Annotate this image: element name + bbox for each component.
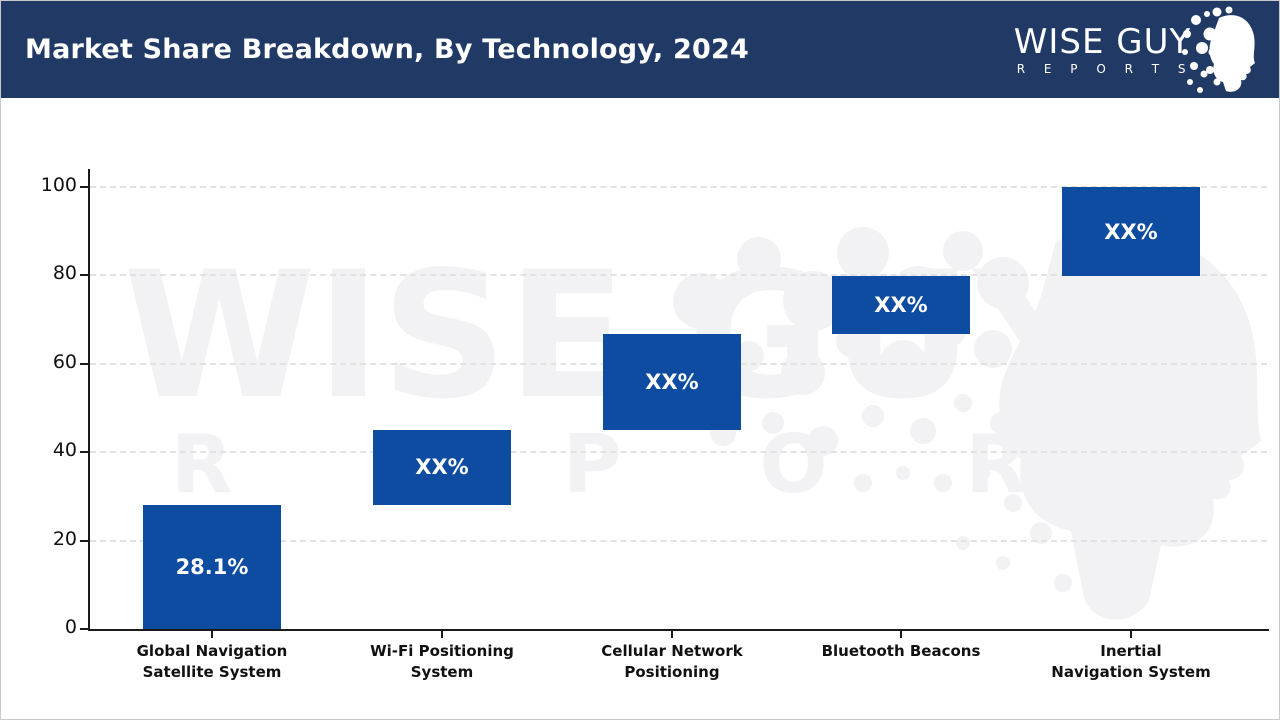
category-label-line: Satellite System: [142, 663, 282, 681]
category-label: Bluetooth Beacons: [781, 641, 1021, 662]
category-label: Inertial Navigation System: [1011, 641, 1251, 683]
brand-name: WISE GUY: [1013, 21, 1192, 62]
bar-5: XX%: [1062, 187, 1200, 277]
bar-value-label: XX%: [874, 293, 928, 318]
bar-1: 28.1%: [143, 504, 281, 629]
category-label-line: Wi-Fi Positioning: [370, 642, 514, 660]
header: Market Share Breakdown, By Technology, 2…: [1, 1, 1279, 98]
x-tick-mark: [441, 631, 443, 638]
face-profile-dots-icon: [1182, 6, 1255, 93]
y-tick-label: 40: [52, 439, 77, 462]
y-axis: [88, 169, 90, 631]
category-label: Global Navigation Satellite System: [92, 641, 332, 683]
y-tick-mark: [80, 274, 88, 277]
category-label-line: Global Navigation: [136, 642, 288, 660]
category-label-line: Cellular Network: [601, 642, 743, 660]
bar-2: XX%: [373, 430, 511, 505]
bar-4: XX%: [832, 276, 970, 335]
y-tick-label: 100: [40, 174, 77, 196]
y-tick-mark: [80, 186, 88, 188]
category-label: Wi-Fi Positioning System: [322, 641, 562, 683]
brand-logo: WISE GUY R E P O R T S: [1014, 6, 1257, 94]
y-tick-mark: [80, 628, 88, 630]
gridline: [90, 539, 1267, 542]
bar-value-label: XX%: [1104, 219, 1158, 244]
category-label-line: Bluetooth Beacons: [821, 642, 981, 660]
chart-title: Market Share Breakdown, By Technology, 2…: [25, 34, 750, 65]
x-tick-mark: [1130, 631, 1132, 638]
gridline: [90, 186, 1267, 188]
category-label-line: System: [410, 663, 474, 681]
y-tick-label: 60: [52, 350, 77, 373]
watermark-wordmark-sub: R E P O R T S: [171, 418, 1279, 511]
brand-sub: R E P O R T S: [1016, 61, 1193, 76]
category-label-line: Navigation System: [1051, 663, 1211, 681]
x-tick-mark: [671, 631, 673, 638]
y-tick-label: 80: [52, 262, 77, 285]
bar-3: XX%: [603, 334, 741, 431]
y-tick-label: 20: [52, 527, 77, 550]
category-label-line: Inertial: [1100, 642, 1162, 660]
y-tick-mark: [80, 451, 88, 454]
y-tick-label: 0: [64, 616, 77, 638]
bar-value-label: 28.1%: [175, 554, 249, 579]
category-label: Cellular Network Positioning: [552, 641, 792, 683]
x-tick-mark: [900, 631, 902, 638]
bar-value-label: XX%: [415, 455, 469, 480]
y-tick-mark: [80, 362, 88, 365]
y-tick-mark: [80, 539, 88, 542]
bar-value-label: XX%: [645, 370, 699, 395]
x-tick-mark: [211, 631, 213, 638]
gridline: [90, 451, 1267, 454]
category-label-line: Positioning: [624, 663, 720, 681]
x-axis: [88, 629, 1269, 631]
gridline: [90, 274, 1267, 277]
